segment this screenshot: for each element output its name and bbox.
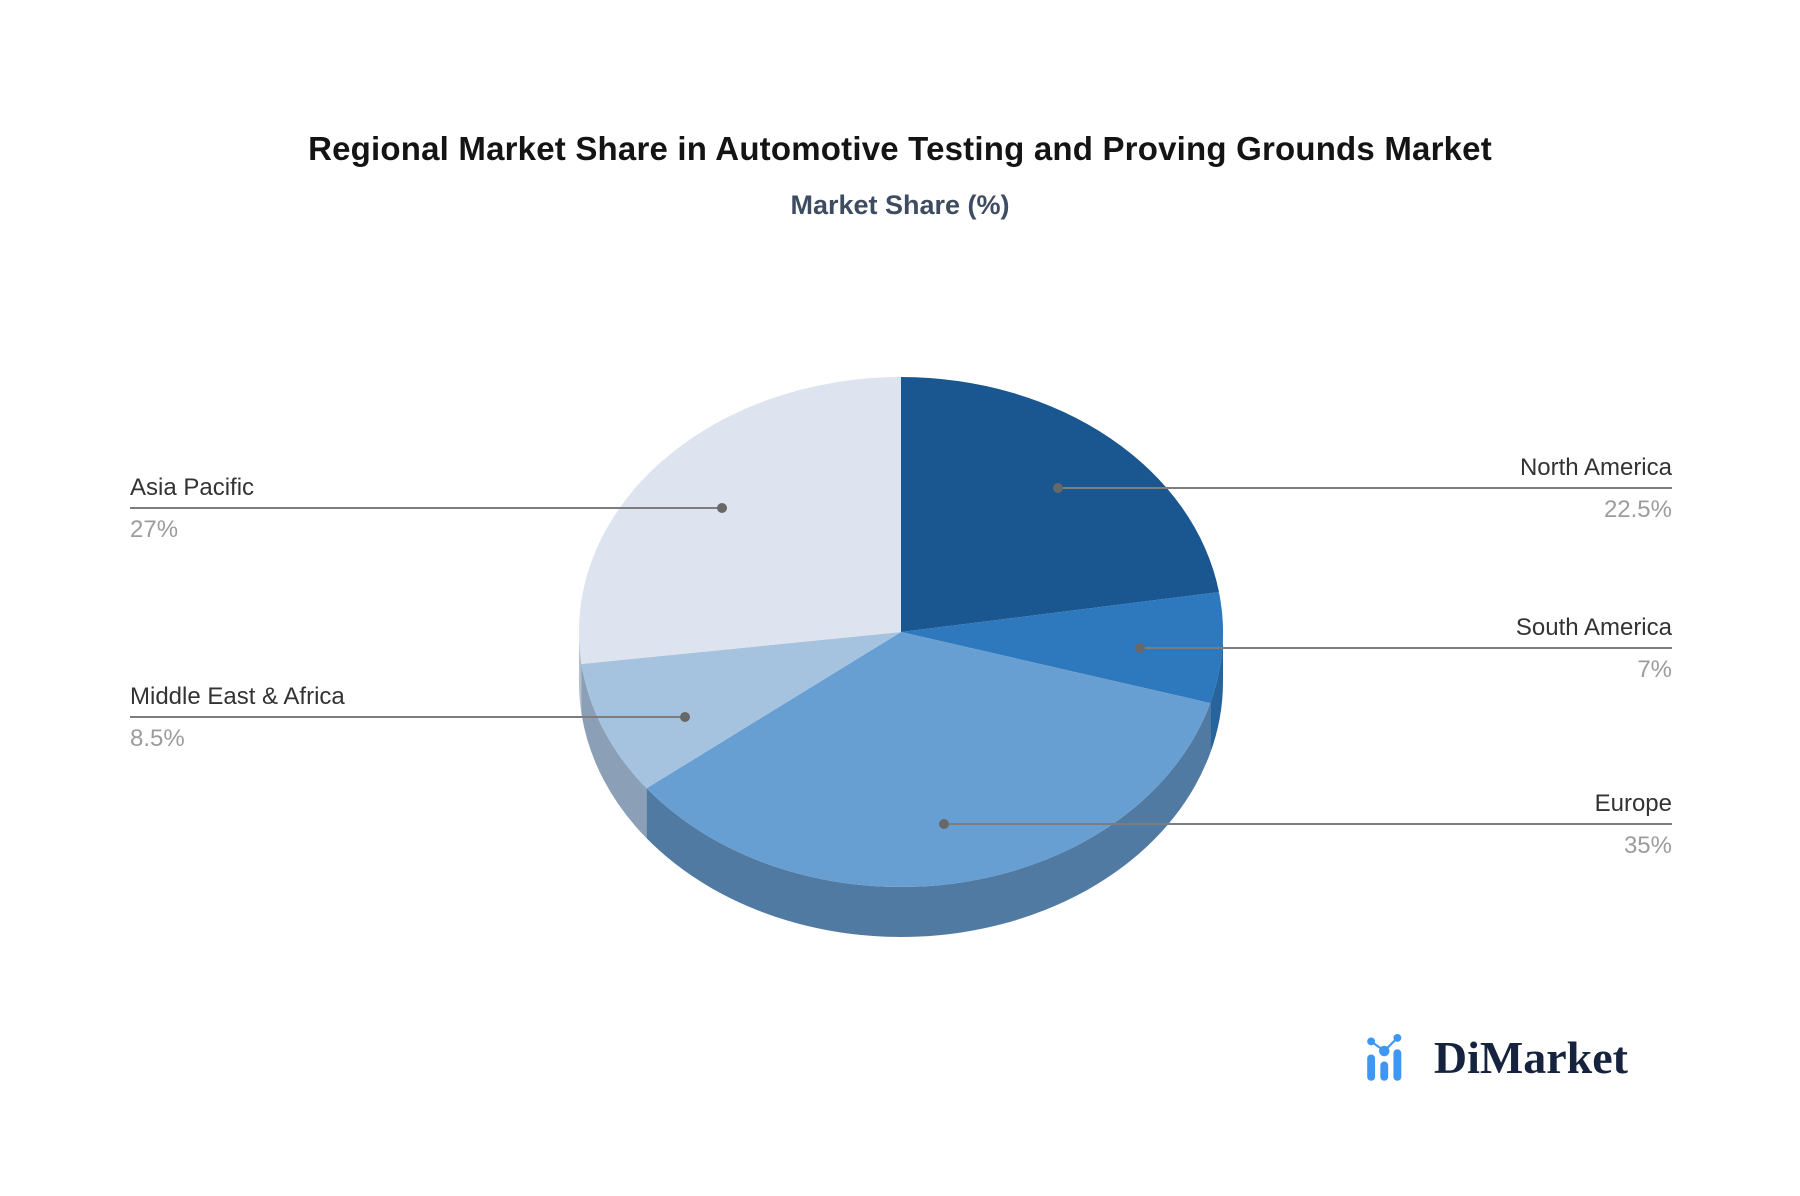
chart-title: Regional Market Share in Automotive Test… [308, 130, 1492, 167]
slice-value-north-america: 22.5% [1603, 496, 1672, 523]
leader-dot-north-america [1053, 483, 1063, 493]
slice-label-north-america: North America [1519, 454, 1672, 481]
leader-dot-asia-pacific [717, 503, 727, 513]
brand-logo: DiMarket [1365, 1030, 1628, 1086]
chart-subtitle: Market Share (%) [790, 190, 1010, 220]
pie-slice-depth-south-america [1210, 632, 1223, 754]
pie-slice-middle-east-africa[interactable] [581, 632, 902, 789]
logo-bar-middle [1380, 1061, 1389, 1081]
pie-slice-depth-middle-east-africa [581, 664, 647, 839]
slice-label-asia-pacific: Asia Pacific [130, 474, 255, 501]
pie-slice-asia-pacific[interactable] [578, 377, 901, 664]
logo-dot-right [1393, 1033, 1402, 1042]
slice-value-europe: 35% [1623, 832, 1672, 859]
brand-name: DiMarket [1433, 1032, 1628, 1083]
pie-slice-south-america[interactable] [901, 592, 1223, 704]
slice-label-middle-east-africa: Middle East & Africa [130, 683, 345, 710]
pie-slice-depth-asia-pacific [578, 632, 582, 714]
logo-bar-left [1367, 1054, 1375, 1081]
bar-chart-logo-icon [1367, 1033, 1402, 1081]
slice-value-middle-east-africa: 8.5% [130, 725, 185, 752]
pie-slice-north-america[interactable] [901, 377, 1219, 632]
leader-dot-south-america [1135, 643, 1145, 653]
leader-dot-europe [939, 819, 949, 829]
pie-slice-depth-europe [646, 703, 1211, 937]
slice-label-south-america: South America [1515, 614, 1672, 641]
slice-value-south-america: 7% [1637, 656, 1672, 683]
logo-bar-right [1393, 1049, 1402, 1081]
slice-label-europe: Europe [1594, 790, 1672, 817]
leader-dot-middle-east-africa [680, 712, 690, 722]
logo-dot-middle [1378, 1045, 1390, 1057]
logo-dot-left [1367, 1037, 1375, 1046]
slice-value-asia-pacific: 27% [130, 516, 179, 543]
